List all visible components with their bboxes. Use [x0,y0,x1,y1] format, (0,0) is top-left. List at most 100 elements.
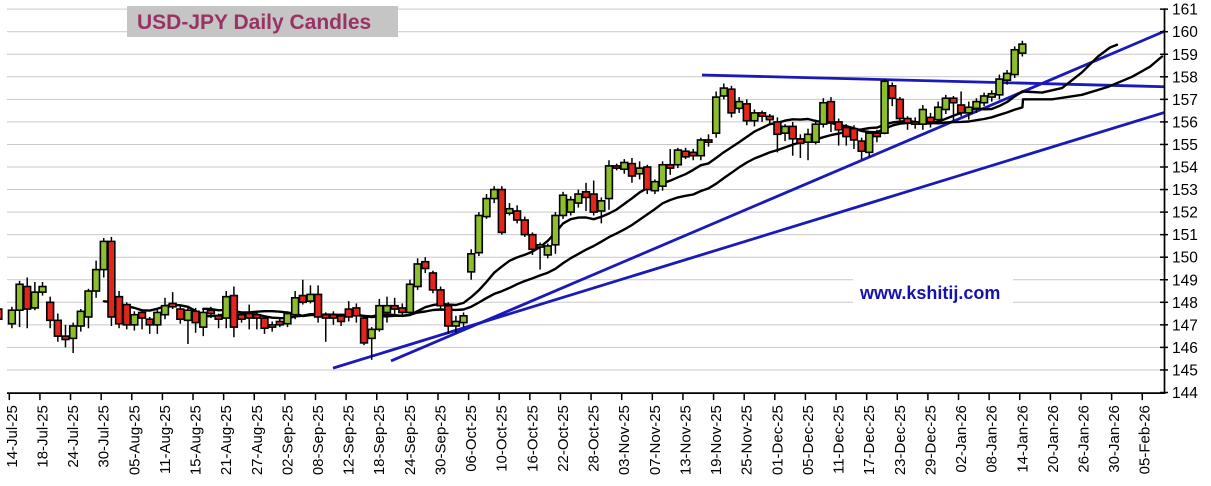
svg-text:20-Jan-26: 20-Jan-26 [1045,405,1062,473]
svg-text:30-Sep-25: 30-Sep-25 [432,405,449,475]
candle-16-Dec-25 [857,137,866,160]
svg-text:147: 147 [1172,317,1198,334]
candle-14-Jul-25 [7,306,17,329]
svg-text:28-Oct-25: 28-Oct-25 [586,405,603,472]
svg-text:157: 157 [1172,92,1198,109]
candle-20-Aug-25 [214,313,223,329]
candle-09-Dec-25 [819,98,828,128]
candle-30-Dec-25 [933,101,943,125]
candle-07-Jan-26 [979,92,989,107]
candle-17-Jul-25 [30,282,40,311]
candle-01-Aug-25 [114,291,124,329]
candle-31-Jul-25 [107,236,116,326]
candle-13-Nov-25 [681,147,690,160]
candle-07-Oct-25 [474,212,484,257]
candle-08-Oct-25 [482,194,491,219]
candle-16-Sep-25 [359,314,369,346]
svg-text:156: 156 [1172,114,1198,131]
candle-18-Aug-25 [199,307,208,337]
candle-18-Nov-25 [704,134,713,147]
svg-text:07-Nov-25: 07-Nov-25 [647,405,664,475]
candle-29-Dec-25 [926,112,935,128]
candle-15-Jul-25 [15,280,24,328]
candle-01-Oct-25 [444,302,453,334]
candle-04-Dec-25 [796,134,805,158]
candle-05-Aug-25 [130,311,139,331]
candle-16-Jul-25 [23,277,32,329]
candle-11-Aug-25 [160,297,170,320]
candle-30-Jul-25 [99,238,108,278]
candle-15-Sep-25 [352,303,361,323]
candle-03-Oct-25 [459,312,468,328]
svg-text:12-Sep-25: 12-Sep-25 [341,405,358,475]
trendlines [332,29,1166,370]
candle-19-Nov-25 [711,91,721,138]
candle-22-Oct-25 [558,191,568,219]
svg-text:06-Oct-25: 06-Oct-25 [463,405,480,472]
svg-text:05-Dec-25: 05-Dec-25 [800,405,817,475]
candle-12-Sep-25 [344,301,353,322]
candle-08-Jan-26 [987,90,996,102]
candle-08-Aug-25 [153,309,162,334]
candle-28-Nov-25 [765,114,774,124]
candle-20-Oct-25 [543,243,552,259]
candle-03-Nov-25 [620,159,629,174]
candle-22-Dec-25 [888,82,897,107]
candle-05-Dec-25 [803,128,813,161]
svg-text:01-Dec-25: 01-Dec-25 [769,405,786,475]
candle-13-Aug-25 [176,305,185,324]
candle-29-Aug-25 [267,321,277,332]
candle-29-Sep-25 [428,270,438,294]
candle-13-Oct-25 [505,203,514,216]
candle-21-Jul-25 [45,296,55,329]
candle-26-Aug-25 [245,304,254,330]
candle-14-Jan-26 [1018,40,1027,57]
svg-text:14-Jan-26: 14-Jan-26 [1014,405,1031,473]
candle-19-Sep-25 [382,296,392,323]
candle-01-Jan-26 [949,95,958,122]
candle-31-Dec-25 [941,94,951,115]
candle-27-Nov-25 [757,110,767,122]
trendline-support-2 [390,29,1166,363]
candle-25-Sep-25 [413,258,422,290]
watermark-backing [853,276,1013,308]
candle-11-Nov-25 [666,148,675,175]
svg-text:153: 153 [1172,182,1198,199]
candle-25-Jul-25 [76,309,85,332]
chart-title: USD-JPY Daily Candles [137,11,371,34]
trendline-resistance [701,73,1165,89]
candle-25-Dec-25 [910,117,920,129]
svg-text:05-Aug-25: 05-Aug-25 [126,405,143,475]
candle-24-Sep-25 [405,279,415,316]
candle-23-Sep-25 [398,303,407,316]
candle-30-Oct-25 [604,160,614,210]
svg-text:14-Jul-25: 14-Jul-25 [4,405,21,468]
candle-11-Dec-25 [834,118,843,146]
svg-text:158: 158 [1172,69,1198,86]
candle-24-Nov-25 [734,97,744,113]
candle-05-Jan-26 [964,101,973,120]
candle-04-Sep-25 [298,279,307,305]
svg-text:18-Jul-25: 18-Jul-25 [34,405,51,468]
candle-02-Oct-25 [451,315,461,333]
svg-text:11-Dec-25: 11-Dec-25 [831,405,848,474]
svg-text:26-Jan-26: 26-Jan-26 [1076,405,1093,473]
svg-text:144: 144 [1172,385,1198,402]
candle-23-Dec-25 [895,97,905,125]
svg-text:18-Sep-25: 18-Sep-25 [371,405,388,475]
candle-25-Aug-25 [237,312,246,323]
candle-06-Oct-25 [466,249,476,280]
candle-21-Nov-25 [727,85,736,118]
svg-text:30-Jul-25: 30-Jul-25 [96,405,113,468]
svg-text:30-Jan-26: 30-Jan-26 [1106,405,1123,473]
clipped-prior-candle [0,308,3,321]
candle-18-Jul-25 [38,282,47,296]
candle-09-Oct-25 [489,186,499,204]
candle-05-Sep-25 [306,285,315,304]
svg-text:24-Jul-25: 24-Jul-25 [65,405,82,468]
svg-text:15-Aug-25: 15-Aug-25 [188,405,205,475]
candle-17-Sep-25 [367,327,376,360]
candle-22-Jul-25 [53,313,63,342]
candle-29-Jul-25 [91,260,101,298]
candle-09-Sep-25 [321,312,330,342]
